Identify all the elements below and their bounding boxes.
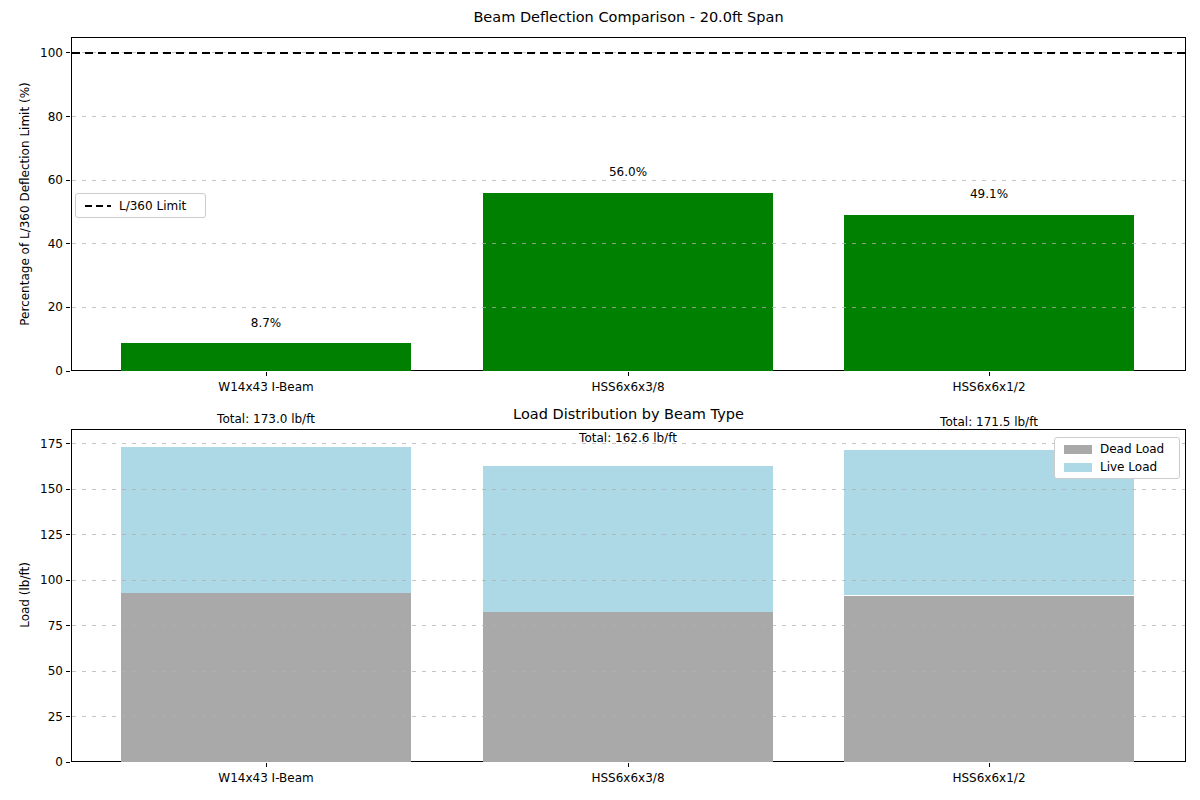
y-tick-mark (66, 180, 70, 181)
x-tick-label-hss6x6x3-8: HSS6x6x3/8 (478, 770, 778, 786)
legend-entry-dead-load: Dead Load (1064, 442, 1179, 456)
y-tick-label: 20 (18, 299, 63, 315)
y-tick-label: 40 (18, 236, 63, 252)
bar-value-label-hss6x6x1-2: 49.1% (929, 187, 1049, 202)
y-tick-label: 175 (18, 436, 63, 452)
gridline (72, 443, 1185, 444)
gridline (72, 716, 1185, 717)
y-tick-mark (66, 371, 70, 372)
gridline (72, 243, 1185, 244)
bar-segment-dead-load-hss6x6x1-2 (844, 596, 1134, 763)
x-tick-label-hss6x6x3-8: HSS6x6x3/8 (478, 379, 778, 395)
gridline (72, 625, 1185, 626)
legend-label-l360-limit: L/360 Limit (119, 199, 186, 213)
gridline (72, 671, 1185, 672)
bar-hss6x6x3-8 (483, 193, 773, 371)
bar-hss6x6x1-2 (844, 215, 1134, 371)
dead-load-swatch (1064, 445, 1092, 454)
x-tick-label-w14x43-i-beam: W14x43 I-Beam (116, 379, 416, 395)
live-load-swatch (1064, 463, 1092, 472)
y-tick-label: 0 (18, 754, 63, 770)
legend-label-live-load: Live Load (1100, 460, 1157, 474)
bar-w14x43-i-beam (121, 343, 411, 371)
y-tick-mark (66, 716, 70, 717)
deflection-chart-title: Beam Deflection Comparison - 20.0ft Span (71, 9, 1186, 25)
y-tick-mark (66, 52, 70, 53)
deflection-legend: L/360 Limit (75, 193, 206, 218)
x-tick-mark (989, 763, 990, 767)
dashed-line-swatch (85, 205, 111, 207)
x-tick-label-hss6x6x1-2: HSS6x6x1/2 (839, 770, 1139, 786)
gridline (72, 180, 1185, 181)
legend-label-dead-load: Dead Load (1100, 442, 1164, 456)
x-tick-mark (266, 763, 267, 767)
bar-segment-dead-load-hss6x6x3-8 (483, 612, 773, 762)
y-tick-label: 80 (18, 109, 63, 125)
y-tick-label: 25 (18, 709, 63, 725)
y-tick-label: 0 (18, 363, 63, 379)
x-tick-label-hss6x6x1-2: HSS6x6x1/2 (839, 379, 1139, 395)
y-tick-mark (66, 307, 70, 308)
total-label-hss6x6x1-2: Total: 171.5 lb/ft (879, 415, 1099, 430)
y-tick-label: 150 (18, 481, 63, 497)
y-tick-mark (66, 625, 70, 626)
y-tick-mark (66, 243, 70, 244)
y-tick-mark (66, 671, 70, 672)
gridline (72, 534, 1185, 535)
y-tick-label: 100 (18, 45, 63, 61)
gridline (72, 116, 1185, 117)
matplotlib-figure: Beam Deflection Comparison - 20.0ft Span… (0, 0, 1200, 800)
gridline (72, 580, 1185, 581)
y-tick-mark (66, 443, 70, 444)
y-tick-mark (66, 762, 70, 763)
total-label-w14x43-i-beam: Total: 173.0 lb/ft (156, 412, 376, 427)
y-tick-mark (66, 580, 70, 581)
bar-segment-dead-load-w14x43-i-beam (121, 593, 411, 762)
load-legend: Dead Load Live Load (1054, 437, 1180, 479)
legend-entry-live-load: Live Load (1064, 460, 1179, 474)
x-tick-mark (628, 763, 629, 767)
y-tick-label: 125 (18, 527, 63, 543)
x-tick-mark (266, 372, 267, 376)
gridline (72, 489, 1185, 490)
bar-value-label-hss6x6x3-8: 56.0% (568, 165, 688, 180)
bar-value-label-w14x43-i-beam: 8.7% (206, 316, 326, 331)
y-tick-mark (66, 534, 70, 535)
x-tick-label-w14x43-i-beam: W14x43 I-Beam (116, 770, 416, 786)
gridline (72, 307, 1185, 308)
x-tick-mark (989, 372, 990, 376)
y-tick-label: 50 (18, 663, 63, 679)
x-tick-mark (628, 372, 629, 376)
y-tick-label: 100 (18, 572, 63, 588)
bar-segment-live-load-w14x43-i-beam (121, 447, 411, 593)
y-tick-label: 75 (18, 618, 63, 634)
y-tick-label: 60 (18, 172, 63, 188)
ref-line-l360-limit (72, 52, 1185, 54)
y-tick-mark (66, 116, 70, 117)
y-tick-mark (66, 489, 70, 490)
